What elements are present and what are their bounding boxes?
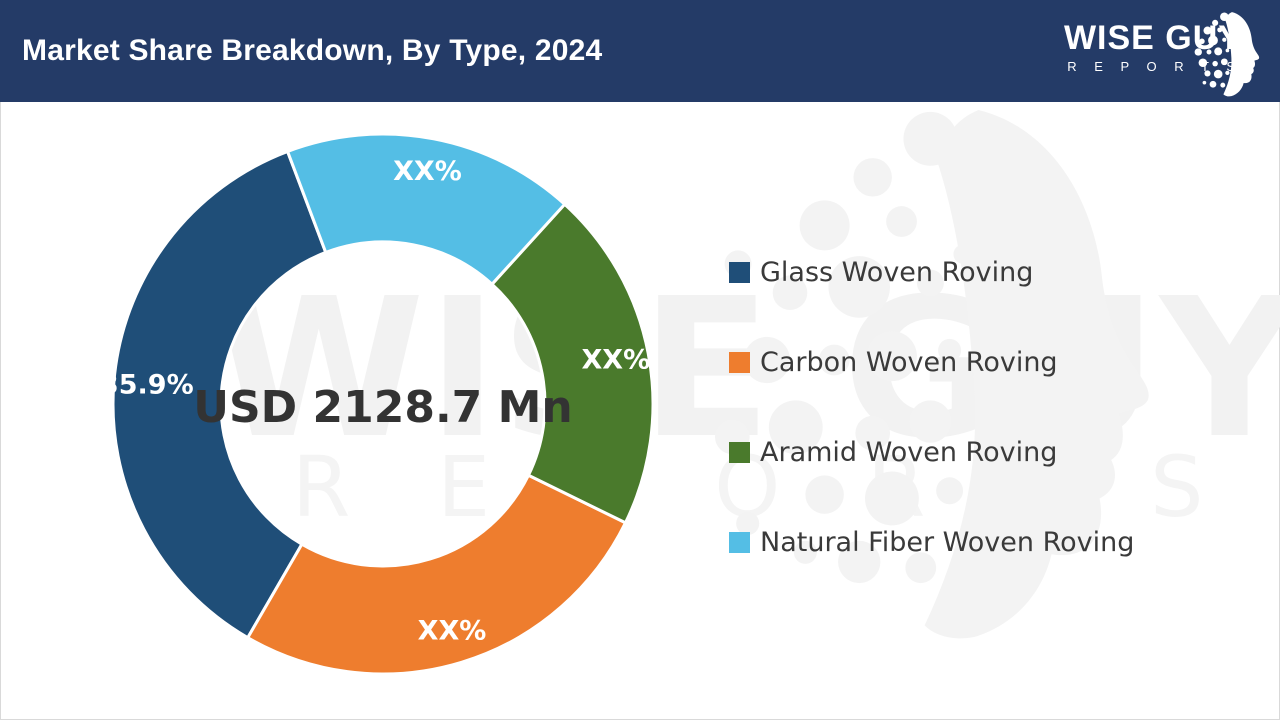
legend-item-glass-woven-roving: Glass Woven Roving	[729, 256, 1134, 288]
legend-swatch	[729, 441, 750, 463]
legend-item-aramid-woven-roving: Aramid Woven Roving	[729, 436, 1134, 468]
segment-percentage-label: XX%	[393, 156, 462, 187]
page-title: Market Share Breakdown, By Type, 2024	[22, 34, 603, 67]
chart-center-value: USD 2128.7 Mn	[193, 382, 573, 433]
watermark-head-icon	[715, 110, 1149, 639]
legend-item-carbon-woven-roving: Carbon Woven Roving	[729, 346, 1134, 378]
legend-label: Aramid Woven Roving	[760, 436, 1058, 468]
donut-segment-1	[246, 473, 627, 676]
chart-legend: Glass Woven Roving Carbon Woven Roving A…	[729, 256, 1135, 618]
legend-item-natural-fiber-woven-roving: Natural Fiber Woven Roving	[729, 526, 1135, 558]
segment-percentage-label: XX%	[418, 616, 487, 647]
logo: WISE GUY R E P O R T S	[1063, 19, 1242, 74]
legend-swatch	[729, 351, 750, 373]
donut-segment-2	[490, 202, 655, 525]
logo-name: WISE GUY	[1063, 19, 1242, 57]
donut-segment-0	[111, 149, 328, 640]
legend-label: Natural Fiber Woven Roving	[760, 526, 1135, 558]
donut-segment-3	[286, 132, 567, 286]
legend-label: Glass Woven Roving	[760, 256, 1034, 288]
segment-percentage-label: XX%	[581, 345, 650, 376]
segment-percentage-label: 35.9%	[100, 370, 194, 401]
legend-swatch	[729, 531, 750, 553]
legend-label: Carbon Woven Roving	[760, 346, 1058, 378]
wise-guy-head-icon	[1194, 12, 1260, 97]
donut-chart: 35.9% XX% XX% XX%	[100, 132, 655, 676]
legend-swatch	[729, 261, 750, 283]
logo-subtitle: R E P O R T S	[1067, 58, 1242, 74]
header-bar: Market Share Breakdown, By Type, 2024 WI…	[0, 0, 1280, 102]
